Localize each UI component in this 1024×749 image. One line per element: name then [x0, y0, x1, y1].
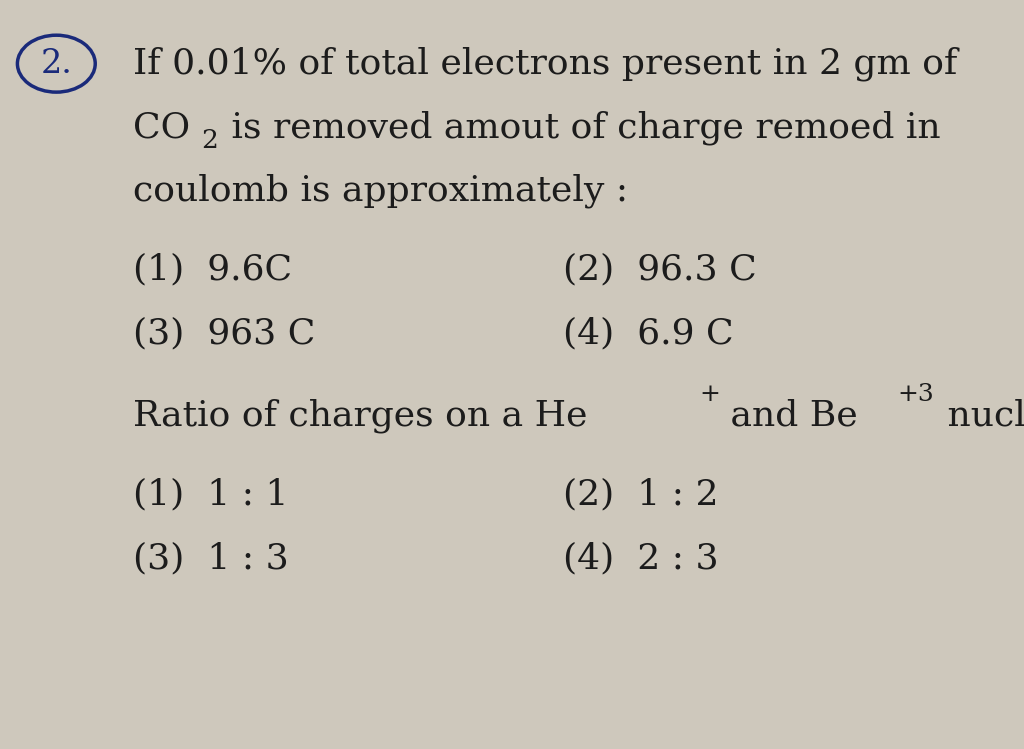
Text: (1)  9.6C: (1) 9.6C	[133, 252, 292, 287]
Text: +3: +3	[897, 383, 934, 406]
Text: nucleus is: nucleus is	[936, 398, 1024, 433]
Text: (2)  96.3 C: (2) 96.3 C	[563, 252, 757, 287]
Text: and Be: and Be	[719, 398, 857, 433]
Text: 2: 2	[201, 128, 217, 154]
Text: (3)  1 : 3: (3) 1 : 3	[133, 541, 289, 575]
Text: If 0.01% of total electrons present in 2 gm of: If 0.01% of total electrons present in 2…	[133, 46, 957, 81]
Text: (4)  6.9 C: (4) 6.9 C	[563, 316, 734, 351]
Text: (1)  1 : 1: (1) 1 : 1	[133, 477, 289, 512]
Text: Ratio of charges on a He: Ratio of charges on a He	[133, 398, 588, 433]
Text: (3)  963 C: (3) 963 C	[133, 316, 315, 351]
Text: (4)  2 : 3: (4) 2 : 3	[563, 541, 719, 575]
Text: CO: CO	[133, 110, 190, 145]
Text: is removed amout of charge remoed in: is removed amout of charge remoed in	[220, 110, 941, 145]
Text: (2)  1 : 2: (2) 1 : 2	[563, 477, 719, 512]
Text: 2.: 2.	[40, 48, 73, 79]
Text: coulomb is approximately :: coulomb is approximately :	[133, 174, 629, 208]
Text: +: +	[699, 383, 720, 406]
